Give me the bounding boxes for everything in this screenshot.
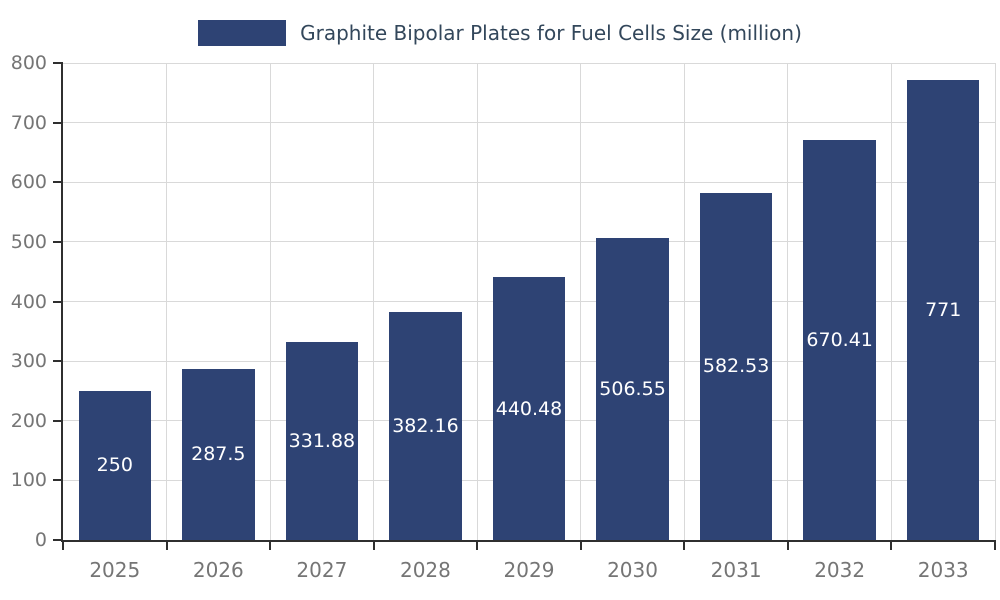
y-tick-label: 100: [10, 469, 47, 492]
y-tick-label: 600: [10, 171, 47, 194]
h-gridline: [63, 122, 995, 124]
bar[interactable]: [285, 342, 359, 540]
x-tick-mark: [994, 540, 996, 550]
bar-value-label: 771: [925, 299, 962, 322]
bar[interactable]: [906, 80, 980, 540]
bar-value-label: 250: [96, 454, 133, 477]
h-gridline: [63, 241, 995, 243]
bar[interactable]: [596, 237, 669, 540]
bar-value-label: 506.55: [599, 377, 666, 400]
x-tick-mark: [269, 540, 272, 550]
x-tick-label: 2032: [814, 558, 866, 582]
bar-value-label: 670.41: [806, 329, 873, 352]
x-tick-label: 2025: [89, 558, 141, 582]
y-tick-mark: [53, 419, 63, 422]
y-tick-mark: [53, 539, 63, 541]
x-tick-mark: [165, 540, 168, 550]
y-axis-line: [61, 63, 63, 540]
x-tick-mark: [372, 540, 375, 550]
v-gridline: [269, 63, 271, 540]
chart-legend[interactable]: Graphite Bipolar Plates for Fuel Cells S…: [0, 19, 1000, 47]
bar-value-label: 287.5: [191, 443, 246, 466]
v-gridline: [373, 63, 375, 540]
y-tick-label: 700: [10, 111, 47, 134]
x-tick-label: 2033: [917, 558, 969, 582]
x-tick-mark: [890, 540, 893, 550]
x-tick-label: 2026: [192, 558, 244, 582]
y-tick-label: 200: [10, 409, 47, 432]
v-gridline: [476, 63, 478, 540]
bar[interactable]: [182, 368, 255, 540]
x-tick-mark: [476, 540, 479, 550]
x-tick-mark: [62, 540, 64, 550]
bar[interactable]: [803, 140, 876, 540]
y-tick-mark: [53, 240, 63, 243]
v-gridline: [166, 63, 168, 540]
x-tick-label: 2031: [710, 558, 762, 582]
x-tick-mark: [683, 540, 686, 550]
x-tick-label: 2028: [399, 558, 451, 582]
v-gridline: [890, 63, 892, 540]
y-tick-mark: [53, 181, 63, 184]
y-tick-label: 0: [34, 529, 47, 551]
bar[interactable]: [492, 277, 566, 540]
y-tick-label: 500: [10, 230, 47, 253]
bar-value-label: 382.16: [392, 415, 459, 438]
v-gridline: [683, 63, 685, 540]
y-tick-label: 300: [10, 350, 47, 373]
y-tick-mark: [53, 62, 63, 64]
bar[interactable]: [389, 312, 462, 540]
v-gridline: [994, 63, 996, 540]
chart-title: Graphite Bipolar Plates for Fuel Cells S…: [300, 21, 802, 45]
h-gridline: [63, 62, 995, 64]
legend-swatch: [198, 20, 287, 46]
bar[interactable]: [699, 192, 773, 540]
v-gridline: [787, 63, 789, 540]
y-tick-label: 800: [10, 52, 47, 74]
y-tick-mark: [53, 360, 63, 363]
x-tick-mark: [579, 540, 582, 550]
x-tick-label: 2027: [296, 558, 348, 582]
h-gridline: [63, 181, 995, 183]
y-tick-mark: [53, 300, 63, 303]
bar-value-label: 582.53: [702, 355, 770, 378]
y-tick-mark: [53, 121, 63, 124]
x-tick-label: 2029: [503, 558, 555, 582]
x-axis-line: [61, 540, 995, 542]
bar-value-label: 331.88: [288, 430, 356, 453]
bar-value-label: 440.48: [495, 397, 563, 420]
x-tick-label: 2030: [607, 558, 658, 582]
v-gridline: [580, 63, 582, 540]
bar[interactable]: [78, 390, 152, 540]
y-tick-label: 400: [10, 290, 47, 313]
x-tick-mark: [786, 540, 789, 550]
y-tick-mark: [53, 479, 63, 482]
